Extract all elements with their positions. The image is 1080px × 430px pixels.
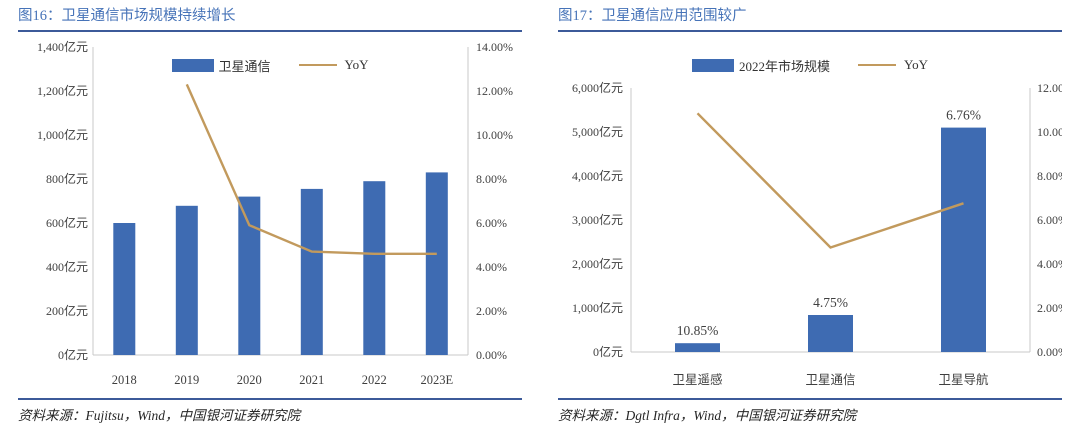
right-axis-tick-label: 8.00% [476,172,507,186]
right-axis-tick-label: 2.00% [476,304,507,318]
data-label-卫星通信: 4.75% [813,295,848,310]
x-axis-label-卫星通信: 卫星通信 [805,373,855,387]
left-axis-tick-label: 2,000亿元 [572,256,623,271]
bar-2021 [300,188,323,355]
figure-16-source: 资料来源：Fujitsu，Wind，中国银河证券研究院 [18,408,301,423]
x-axis-label-卫星导航: 卫星导航 [938,372,989,387]
bar-2020 [238,196,261,355]
legend-bar-label: 2022年市场规模 [739,58,831,74]
right-axis-tick-label: 0.00% [1037,345,1062,359]
figure-16-bottom-rule [18,398,522,400]
left-axis-tick-label: 6,000亿元 [572,80,623,95]
legend-bar-swatch [692,58,734,72]
figure-17-bottom-rule [558,398,1062,400]
yoy-line [696,112,964,249]
figure-16-legend: 卫星通信 YoY [18,57,522,74]
legend-bar-label: 卫星通信 [218,58,271,74]
right-axis-tick-label: 8.00% [1037,169,1062,183]
figure-16-panel: 图16：卫星通信市场规模持续增长 0亿元 200亿元 400亿元 600亿元 800亿元… [18,0,522,430]
x-axis-label-卫星遥感: 卫星遥感 [672,372,722,387]
right-axis-tick-label: 4.00% [476,260,507,274]
figure-17-title: 图17：卫星通信应用范围较广 [558,8,747,24]
right-axis-tick-label: 10.00% [476,128,513,142]
right-axis-tick-label: 12.00% [1037,81,1062,95]
legend-line-swatch [858,63,897,67]
right-axis-tick-label: 14.00% [476,40,513,54]
legend-bar-swatch [171,58,214,72]
bar-卫星遥感 [675,343,720,352]
left-axis-tick-label: 0亿元 [58,347,88,362]
left-axis-tick-label: 1,400亿元 [37,39,88,54]
data-label-卫星导航: 6.76% [946,108,981,123]
left-axis-tick-label: 800亿元 [46,171,88,186]
figure-17-source: 资料来源：Dgtl Infra，Wind，中国银河证券研究院 [558,408,857,423]
figure-16-title-rule [18,30,522,32]
bar-2018 [113,223,136,355]
left-axis-tick-label: 200亿元 [46,303,88,318]
figure-17-title-rule [558,30,1062,32]
legend-line-label: YoY [904,57,928,72]
right-axis-tick-label: 0.00% [476,348,507,362]
x-axis-label-2019: 2019 [174,373,199,387]
data-label-卫星遥感: 10.85% [677,323,719,338]
bar-卫星通信 [808,315,853,352]
left-axis-tick-label: 1,000亿元 [37,127,88,142]
x-axis-label-2018: 2018 [112,373,137,387]
bar-卫星导航 [941,127,986,352]
left-axis-tick-label: 4,000亿元 [572,168,623,183]
left-axis-tick-label: 1,200亿元 [37,83,88,98]
left-axis-tick-label: 3,000亿元 [572,212,623,227]
x-axis-label-2020: 2020 [237,373,262,387]
figure-17-legend: 2022年市场规模 YoY [558,57,1062,74]
figure-17-chart: 0亿元 1,000亿元 2,000亿元 3,000亿元 4,000亿元 5,000亿元 6,… [572,80,1062,387]
right-axis-tick-label: 4.00% [1037,257,1062,271]
legend-line-label: YoY [344,57,369,72]
left-axis-tick-label: 1,000亿元 [572,300,623,315]
legend-line-swatch [298,63,337,67]
bar-2023E [425,172,448,355]
figure-17-panel: 图17：卫星通信应用范围较广 0亿元 1,000亿元 2,000亿元 3,000亿元 4… [558,0,1062,430]
x-axis-label-2022: 2022 [362,373,387,387]
bar-2019 [175,205,198,355]
left-axis-tick-label: 5,000亿元 [572,124,623,139]
figure-16-title: 图16：卫星通信市场规模持续增长 [18,8,236,24]
figure-16-chart: 0亿元 200亿元 400亿元 600亿元 800亿元 1,000亿元 1,200亿元 1,4… [37,39,513,387]
right-axis-tick-label: 6.00% [1037,213,1062,227]
right-axis-tick-label: 6.00% [476,216,507,230]
left-axis-tick-label: 400亿元 [46,259,88,274]
yoy-line [185,83,437,256]
left-axis-tick-label: 600亿元 [46,215,88,230]
x-axis-label-2021: 2021 [299,373,324,387]
bar-2022 [363,181,386,355]
right-axis-tick-label: 2.00% [1037,301,1062,315]
x-axis-label-2023E: 2023E [420,373,453,387]
right-axis-tick-label: 10.00% [1037,125,1062,139]
left-axis-tick-label: 0亿元 [593,344,623,359]
right-axis-tick-label: 12.00% [476,84,513,98]
